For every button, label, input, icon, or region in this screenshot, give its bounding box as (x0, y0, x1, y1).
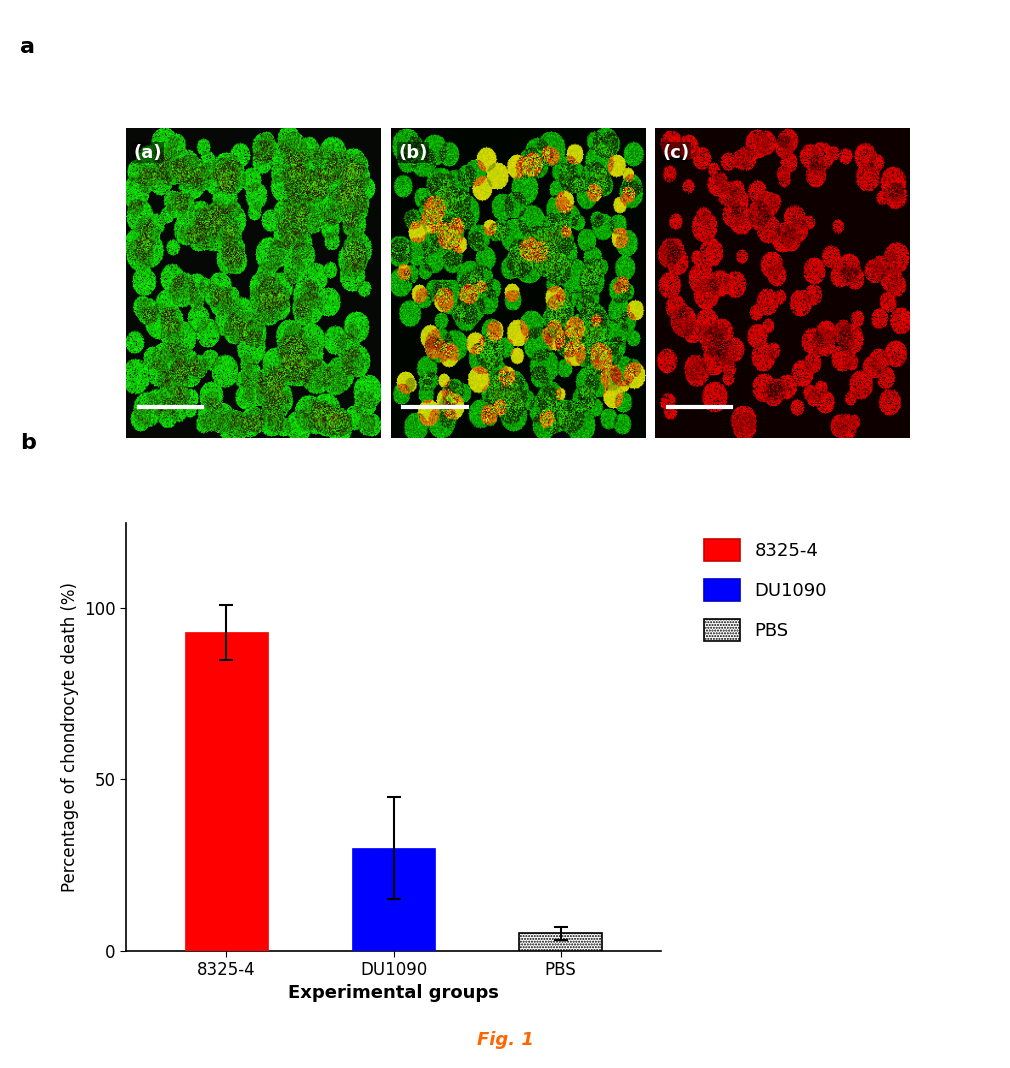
Text: (a): (a) (134, 143, 163, 161)
Bar (351, 848, 435, 951)
Text: a: a (20, 37, 35, 58)
Y-axis label: Percentage of chondrocyte death (%): Percentage of chondrocyte death (%) (61, 582, 79, 892)
X-axis label: Experimental groups: Experimental groups (288, 985, 499, 1003)
Text: Fig. 1: Fig. 1 (477, 1031, 533, 1049)
Bar (185, 632, 269, 951)
Text: b: b (20, 433, 36, 453)
Text: (b): (b) (398, 143, 427, 161)
Bar (519, 933, 602, 951)
Legend: 8325-4, DU1090, PBS: 8325-4, DU1090, PBS (697, 532, 834, 648)
Text: (c): (c) (663, 143, 690, 161)
